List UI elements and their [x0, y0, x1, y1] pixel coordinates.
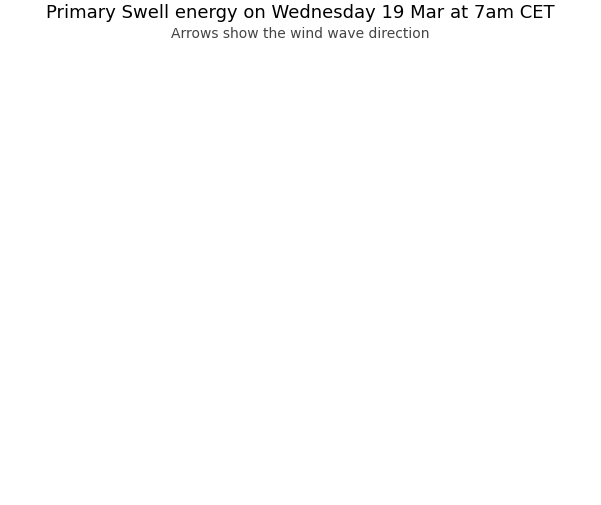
Text: Cartopy required for map rendering: Cartopy required for map rendering [176, 268, 425, 282]
Text: Arrows show the wind wave direction: Arrows show the wind wave direction [171, 27, 430, 41]
Text: Primary Swell energy on Wednesday 19 Mar at 7am CET: Primary Swell energy on Wednesday 19 Mar… [46, 4, 555, 22]
